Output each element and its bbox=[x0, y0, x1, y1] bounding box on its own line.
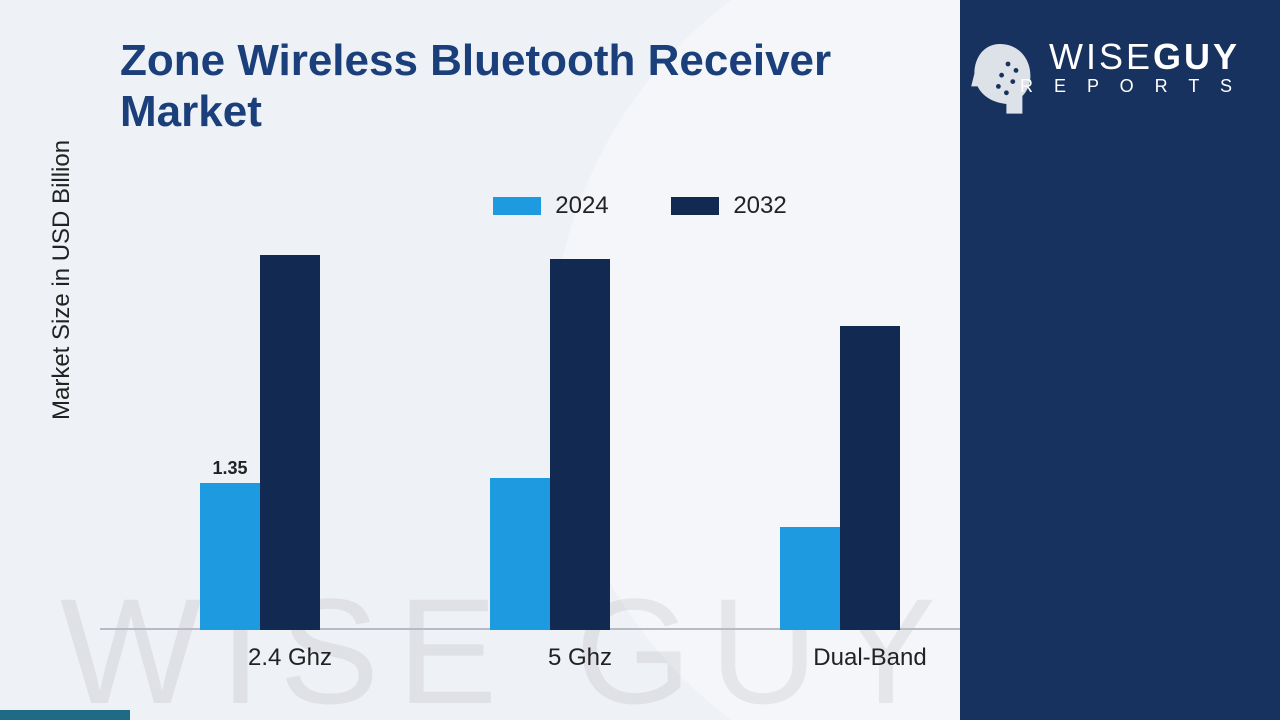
legend-item-2032: 2032 bbox=[671, 192, 786, 220]
bar bbox=[200, 483, 260, 630]
category-label: 2.4 Ghz bbox=[190, 644, 390, 672]
category-label: 5 Ghz bbox=[480, 644, 680, 672]
brand-line2: R E P O R T S bbox=[1020, 76, 1240, 97]
legend-label-2024: 2024 bbox=[555, 192, 608, 220]
legend: 2024 2032 bbox=[0, 192, 1280, 222]
brand-line1: WISEGUY bbox=[1020, 36, 1240, 78]
chart-title: Zone Wireless Bluetooth Receiver Market bbox=[120, 36, 880, 137]
y-axis-label: Market Size in USD Billion bbox=[48, 140, 76, 420]
bar-value-label: 1.35 bbox=[200, 458, 260, 479]
brand-word-wise: WISE bbox=[1049, 36, 1153, 77]
legend-label-2032: 2032 bbox=[733, 192, 786, 220]
legend-item-2024: 2024 bbox=[493, 192, 608, 220]
bar bbox=[260, 255, 320, 630]
bar bbox=[840, 326, 900, 630]
bar bbox=[780, 527, 840, 630]
brand-head-icon bbox=[960, 40, 1040, 120]
legend-swatch-2032 bbox=[671, 197, 719, 215]
bar-chart: 1.352.4 Ghz5 GhzDual-Band bbox=[100, 250, 960, 630]
category-label: Dual-Band bbox=[770, 644, 970, 672]
brand-word-guy: GUY bbox=[1153, 36, 1240, 77]
legend-swatch-2024 bbox=[493, 197, 541, 215]
brand-logo: WISEGUY R E P O R T S bbox=[1020, 36, 1240, 97]
bar bbox=[550, 259, 610, 630]
bar bbox=[490, 478, 550, 630]
bottom-strip bbox=[0, 710, 130, 720]
